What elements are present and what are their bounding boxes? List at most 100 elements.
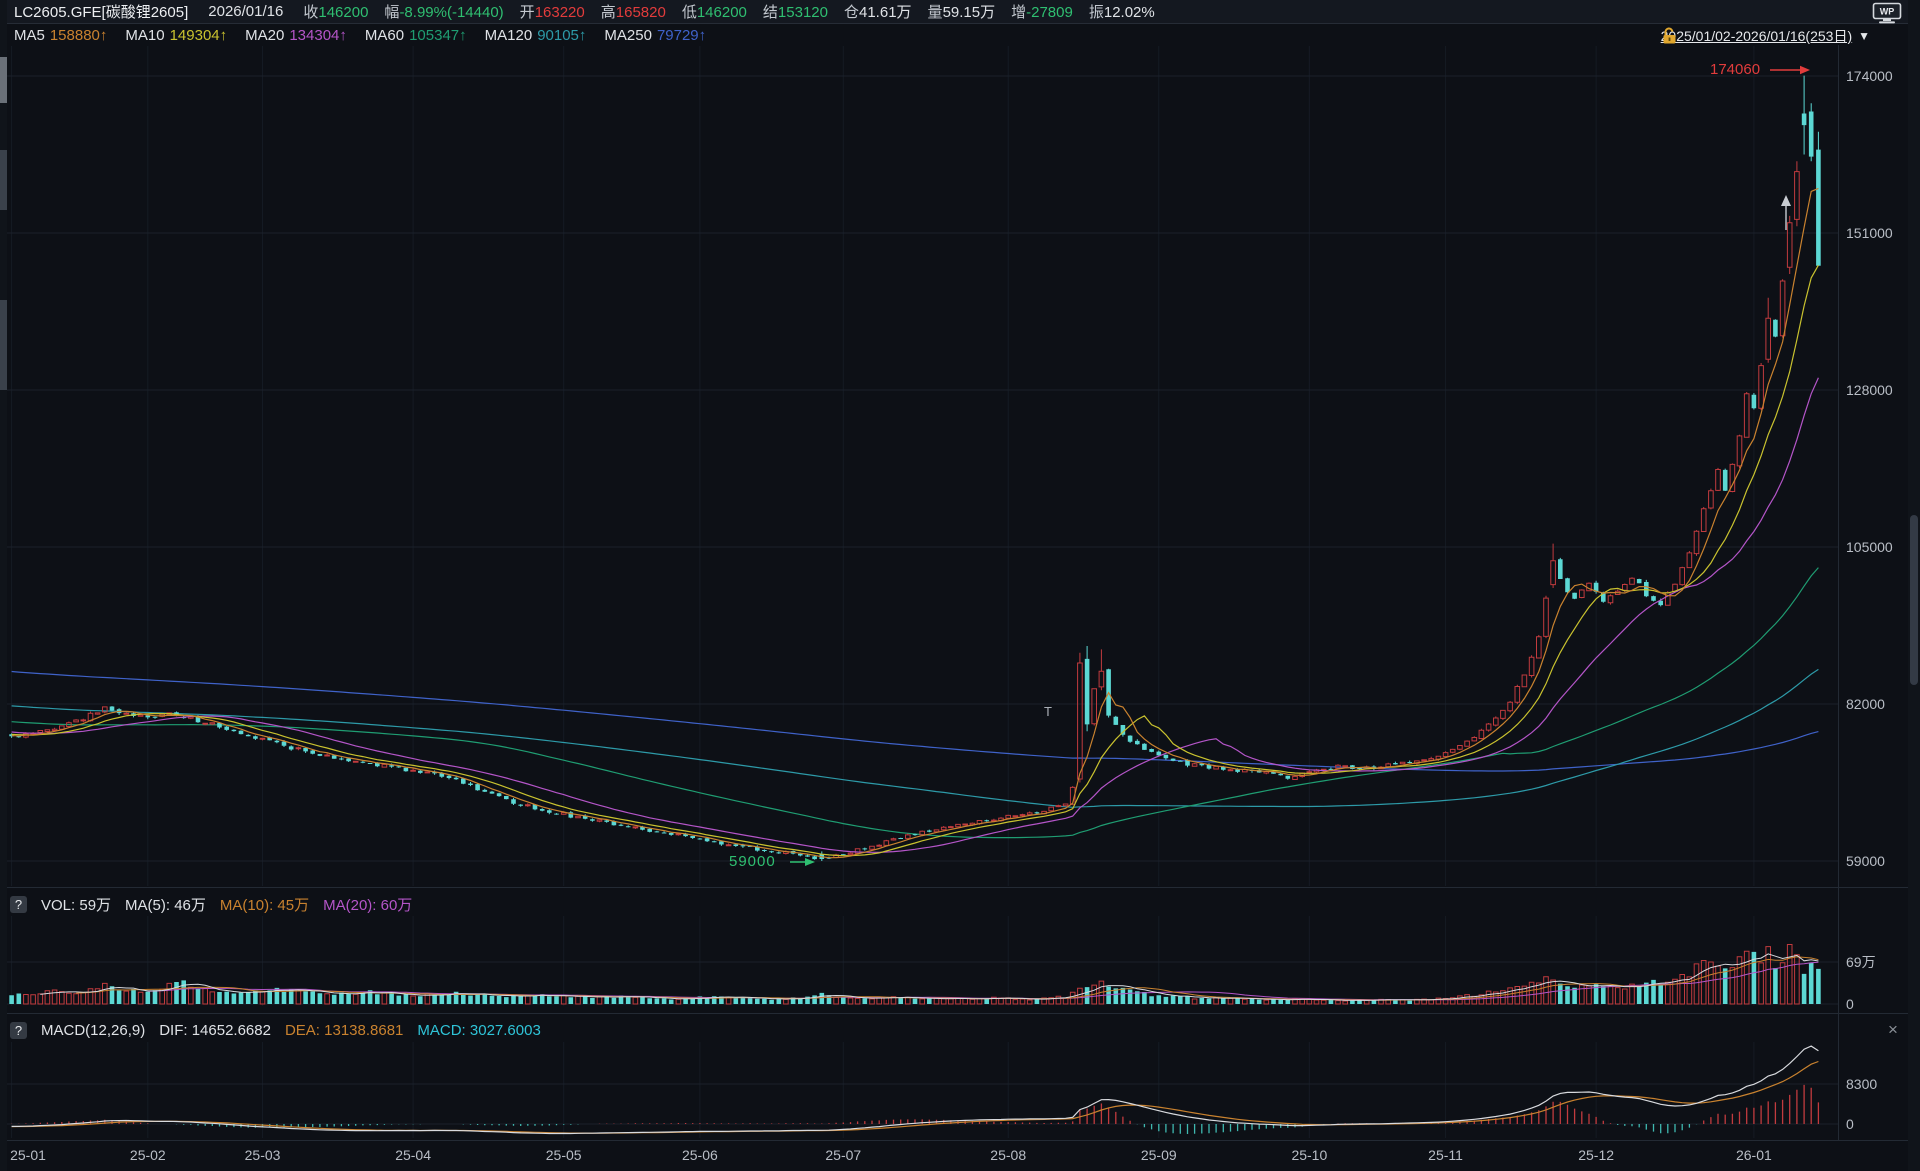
ma-legend-value: 105347↑ [409, 26, 467, 44]
volume-chart-canvas[interactable] [0, 888, 1920, 1014]
quote-field-value: -27809 [1026, 4, 1073, 21]
date-axis-label: 25-12 [1578, 1147, 1615, 1163]
period-high-annotation: 174060 [1710, 61, 1761, 78]
ma-legend-name: MA5 [14, 26, 45, 44]
unlock-icon[interactable] [1661, 27, 1678, 45]
quote-field: 量59.15万 [928, 1, 996, 22]
volume-legend-item: MA(20): 60万 [323, 896, 413, 914]
date-axis-label: 25-06 [681, 1147, 718, 1163]
quote-field-label: 收 [303, 4, 319, 21]
quote-field-label: 振 [1088, 4, 1104, 21]
macd-legend-item: DEA: 13138.8681 [284, 1021, 404, 1039]
quote-field: 结153120 [763, 1, 828, 22]
volume-axis-label: 0 [1846, 996, 1854, 1012]
date-axis-label: 25-02 [129, 1147, 166, 1163]
macd-axis-label: 0 [1846, 1116, 1854, 1132]
help-icon[interactable]: ? [10, 895, 27, 913]
quote-field: 振12.02% [1089, 1, 1155, 22]
ma-legend-value: 149304↑ [169, 26, 228, 44]
quote-field: 幅-8.99%(-14440) [384, 1, 503, 22]
quote-field-value: -8.99%(-14440) [399, 4, 504, 21]
quote-field-value: 12.02% [1103, 4, 1155, 21]
volume-pane-header: ? VOL: 59万 MA(5): 46万 MA(10): 45万 MA(20): 6… [0, 892, 1840, 916]
macd-legend-item: MACD(12,26,9) [41, 1021, 146, 1039]
macd-chart-canvas[interactable] [0, 1014, 1920, 1140]
date-axis-label: 26-01 [1735, 1147, 1772, 1163]
ma-legend-item: MA20 134304↑ [245, 27, 347, 44]
quote-field-value: 59.15万 [942, 4, 996, 21]
ma-legend-row: MA5 158880↑ MA10 149304↑ MA20 134304↑ MA60 1053… [0, 25, 1860, 45]
ma-legend-name: MA120 [484, 26, 533, 44]
date-axis-label: 25-08 [990, 1147, 1027, 1163]
date-axis-label: 25-09 [1140, 1147, 1177, 1163]
macd-axis-label: 8300 [1846, 1076, 1878, 1092]
period-low-annotation: 59000 [729, 853, 776, 870]
quote-field-value: 165820 [615, 4, 666, 21]
axis-border [1838, 45, 1839, 1140]
svg-text:WP: WP [1880, 7, 1895, 17]
quote-field-label: 低 [681, 4, 697, 21]
date-axis-label: 25-10 [1291, 1147, 1328, 1163]
ma-legend-item: MA250 79729↑ [604, 27, 706, 44]
trade-date: 2026/01/16 [208, 3, 284, 20]
quote-field-label: 量 [927, 4, 943, 21]
pane-divider-2 [0, 1013, 1920, 1014]
close-icon[interactable]: × [1888, 1020, 1898, 1039]
range-selector: 2025/01/02-2026/01/16(253日) ▼ [1661, 26, 1870, 46]
quote-field-value: 41.61万 [859, 4, 912, 21]
ma-legend-name: MA10 [125, 26, 165, 44]
quote-field-label: 结 [762, 4, 778, 21]
macd-legend: MACD(12,26,9) DIF: 14652.6682 DEA: 13138.8… [41, 1022, 541, 1039]
quote-field: 增-27809 [1011, 1, 1073, 22]
date-axis-label: 25-11 [1428, 1147, 1463, 1163]
left-toolbar-thumb[interactable] [0, 57, 7, 103]
price-axis-label: 174000 [1846, 68, 1893, 84]
quote-field-label: 幅 [384, 4, 400, 21]
left-toolbar-item[interactable] [0, 150, 7, 210]
date-axis-label: 25-07 [825, 1147, 862, 1163]
xaxis-divider [0, 1140, 1920, 1141]
quote-field: 收146200 [303, 1, 368, 22]
volume-legend-item: MA(5): 46万 [125, 896, 206, 914]
help-icon[interactable]: ? [10, 1021, 27, 1039]
date-axis-label: 25-01 [10, 1147, 46, 1163]
date-axis-label: 25-03 [244, 1147, 281, 1163]
volume-axis-label: 69万 [1846, 954, 1876, 970]
quote-field: 高165820 [601, 1, 666, 22]
ma-legend-name: MA20 [245, 26, 285, 44]
left-edge-toolbar [0, 0, 7, 1171]
macd-legend-item: DIF: 14652.6682 [159, 1021, 271, 1039]
ma-legend-item: MA5 158880↑ [14, 27, 107, 44]
ma-legend-value: 90105↑ [537, 26, 587, 44]
volume-legend-item: MA(10): 45万 [219, 896, 310, 914]
quote-field: 开163220 [520, 1, 585, 22]
quote-field-label: 高 [600, 4, 616, 21]
scrollbar-thumb[interactable] [1910, 515, 1918, 685]
symbol-name[interactable]: LC2605.GFE[碳酸锂2605] [14, 4, 189, 21]
price-chart-canvas[interactable] [0, 45, 1920, 888]
price-axis-label: 105000 [1846, 539, 1893, 555]
date-axis-label: 25-04 [395, 1147, 431, 1163]
date-axis-label: 25-05 [545, 1147, 582, 1163]
chevron-down-icon[interactable]: ▼ [1858, 29, 1870, 43]
macd-legend-item: MACD: 3027.6003 [417, 1021, 541, 1039]
quote-field-value: 163220 [534, 4, 585, 21]
t-drawing-marker: T [1044, 704, 1052, 719]
ma-legend-name: MA60 [364, 26, 405, 44]
left-toolbar-item[interactable] [0, 300, 7, 390]
symbol-info-bar: LC2605.GFE[碳酸锂2605] 2026/01/16 收146200 幅-… [0, 0, 1920, 24]
quote-field-label: 增 [1011, 4, 1027, 21]
ma-legend-item: MA10 149304↑ [125, 27, 227, 44]
ma-legend-value: 79729↑ [656, 26, 707, 44]
volume-legend: VOL: 59万 MA(5): 46万 MA(10): 45万 MA(20): 60万 [41, 894, 412, 915]
ma-legend-value: 158880↑ [49, 26, 108, 44]
wp-monitor-icon[interactable]: WP [1872, 2, 1904, 24]
date-range-text[interactable]: 2025/01/02-2026/01/16(253日) [1660, 28, 1853, 44]
ma-legend-item: MA60 105347↑ [365, 27, 467, 44]
quote-field: 仓41.61万 [844, 1, 912, 22]
quote-field-label: 开 [519, 4, 535, 21]
quote-field-value: 146200 [696, 4, 747, 21]
price-axis-label: 82000 [1846, 696, 1885, 712]
volume-legend-item: VOL: 59万 [41, 896, 112, 914]
